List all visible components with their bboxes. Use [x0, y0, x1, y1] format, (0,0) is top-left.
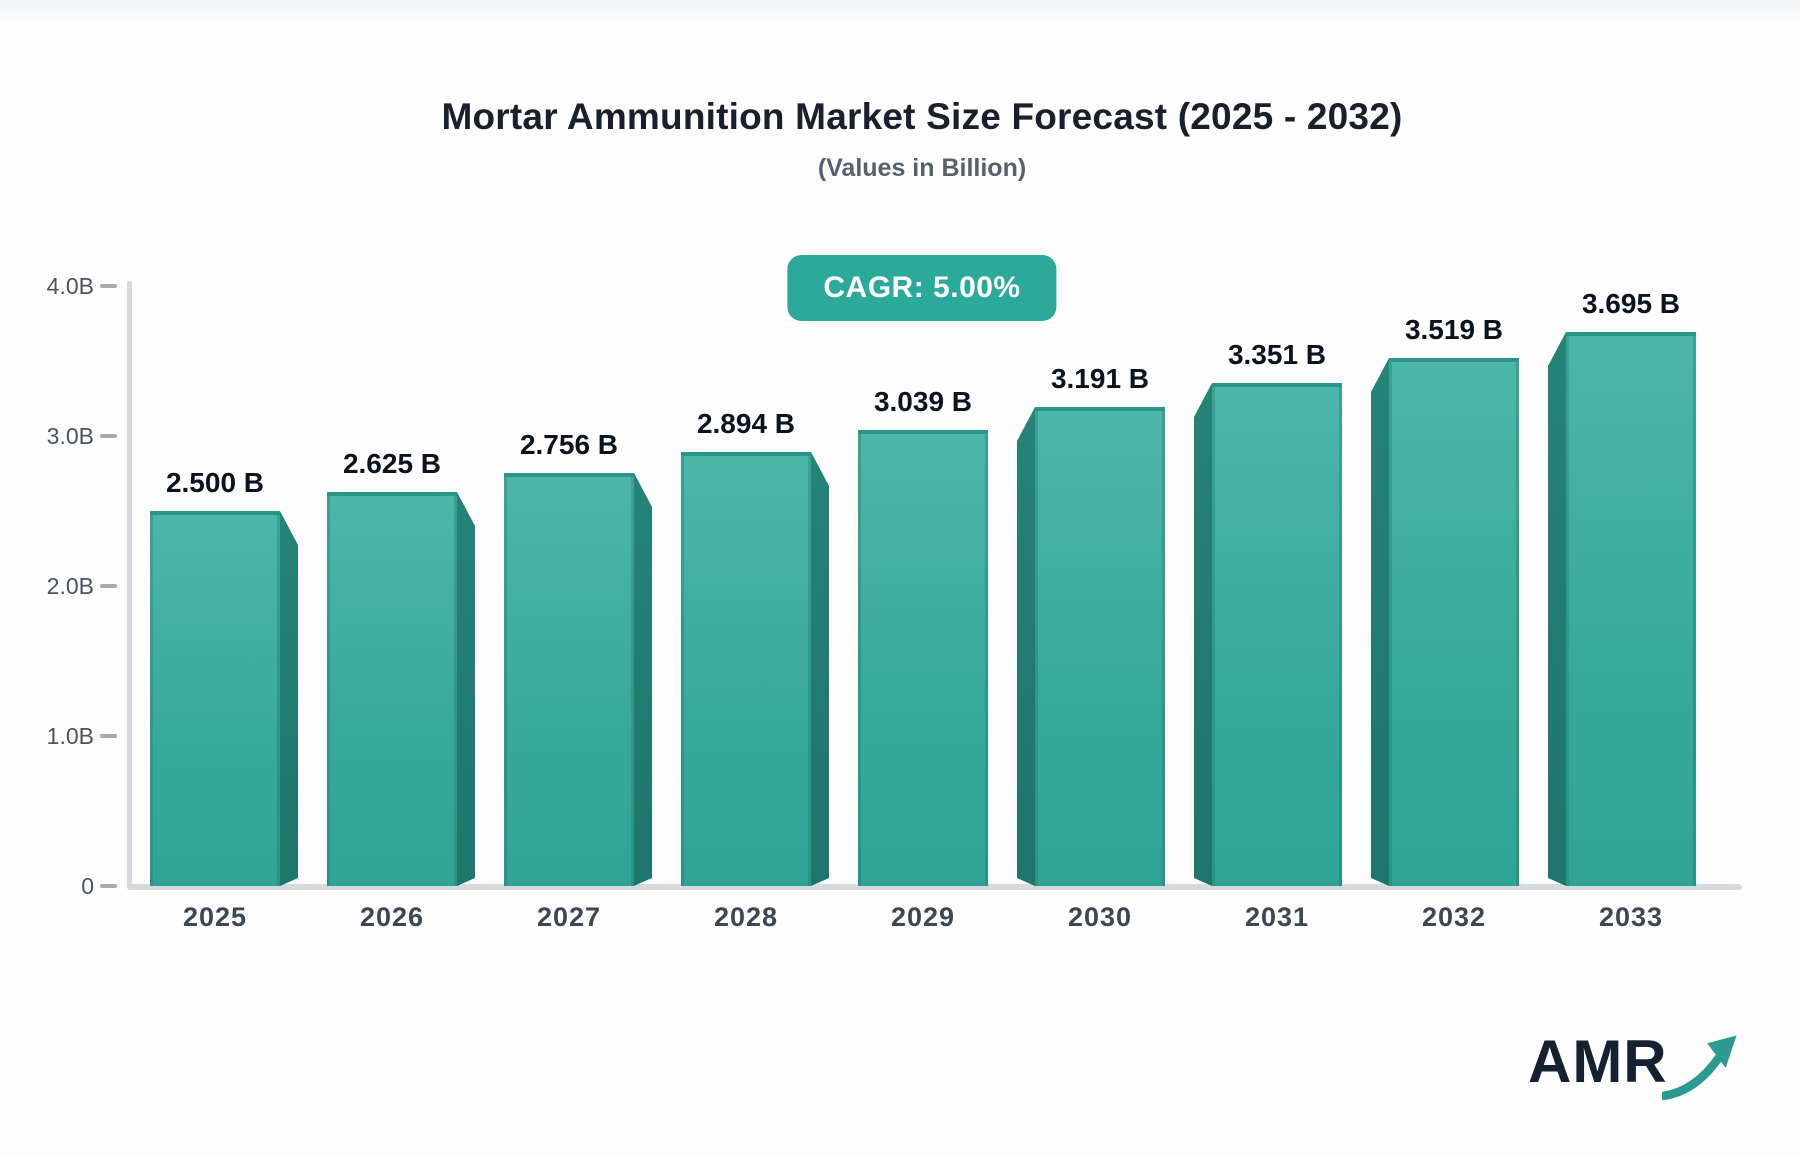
brand-logo-text: AMR [1528, 1028, 1668, 1095]
x-axis-label: 2033 [1598, 902, 1664, 932]
bar-front-face [681, 452, 811, 886]
bar-side-face [1017, 407, 1035, 886]
x-axis-label: 2031 [1244, 902, 1310, 932]
bar-2028: 2.894 B [681, 408, 829, 886]
y-axis-tick-label: 4.0B [46, 273, 94, 299]
bar-side-face [811, 452, 829, 886]
bar-front-face [1566, 332, 1696, 886]
chart-subtitle: (Values in Billion) [817, 154, 1027, 182]
bar-front-face [1389, 358, 1519, 886]
bar-value-label: 3.351 B [1227, 339, 1327, 370]
bar-front-face [504, 473, 634, 886]
x-axis-label: 2029 [890, 902, 956, 932]
bar-front-face [1035, 407, 1165, 886]
x-axis-label: 2026 [359, 902, 425, 932]
bar-2030: 3.191 B [1017, 363, 1165, 886]
bar-value-label: 3.519 B [1404, 314, 1504, 345]
cagr-badge-label: CAGR: 5.00% [823, 271, 1021, 304]
bar-2027: 2.756 B [504, 429, 652, 886]
bar-side-face [457, 492, 475, 886]
x-axis-label: 2028 [713, 902, 779, 932]
y-axis-tick-label: 2.0B [46, 573, 94, 599]
brand-logo: AMR [1528, 1032, 1740, 1102]
cagr-badge: CAGR: 5.00% [787, 255, 1057, 321]
bar-2025: 2.500 B [150, 467, 298, 886]
y-axis-tick [100, 284, 117, 288]
bar-side-face [280, 511, 298, 886]
bar-value-label: 2.625 B [342, 448, 442, 479]
bar-side-face [634, 473, 652, 886]
bar-value-label: 2.756 B [519, 429, 619, 460]
y-axis-tick [100, 434, 117, 438]
bar-value-label: 3.191 B [1050, 363, 1150, 394]
growth-arrow-icon [1661, 1035, 1737, 1101]
bar-2026: 2.625 B [327, 448, 475, 886]
bar-front-face [327, 492, 457, 886]
bar-value-label: 3.695 B [1581, 288, 1681, 319]
bar-2032: 3.519 B [1371, 314, 1519, 886]
bar-2031: 3.351 B [1194, 339, 1342, 886]
bar-value-label: 2.500 B [165, 467, 265, 498]
chart-header: Mortar Ammunition Market Size Forecast (… [22, 96, 1800, 183]
y-axis-line [127, 281, 132, 889]
y-axis-tick-label: 0 [81, 873, 94, 899]
x-axis-label: 2027 [536, 902, 602, 932]
bar-front-face [1212, 383, 1342, 886]
y-axis-tick [100, 734, 117, 738]
x-axis-label: 2025 [182, 902, 248, 932]
x-axis-line [127, 884, 1742, 890]
y-axis-tick-label: 3.0B [46, 423, 94, 449]
bar-value-label: 2.894 B [696, 408, 796, 439]
x-axis-label: 2030 [1067, 902, 1133, 932]
bar-side-face [1194, 383, 1212, 886]
chart-title: Mortar Ammunition Market Size Forecast (… [441, 96, 1403, 137]
y-axis-tick-label: 1.0B [46, 723, 94, 749]
bar-side-face [1548, 332, 1566, 886]
bar-front-face [858, 430, 988, 886]
bar-2033: 3.695 B [1548, 288, 1696, 886]
bar-value-label: 3.039 B [873, 386, 973, 417]
y-axis-tick [100, 584, 117, 588]
bar-front-face [150, 511, 280, 886]
x-axis-label: 2032 [1421, 902, 1487, 932]
bar-2029: 3.039 B [858, 386, 988, 886]
bar-side-face [1371, 358, 1389, 886]
y-axis-tick [100, 884, 117, 888]
